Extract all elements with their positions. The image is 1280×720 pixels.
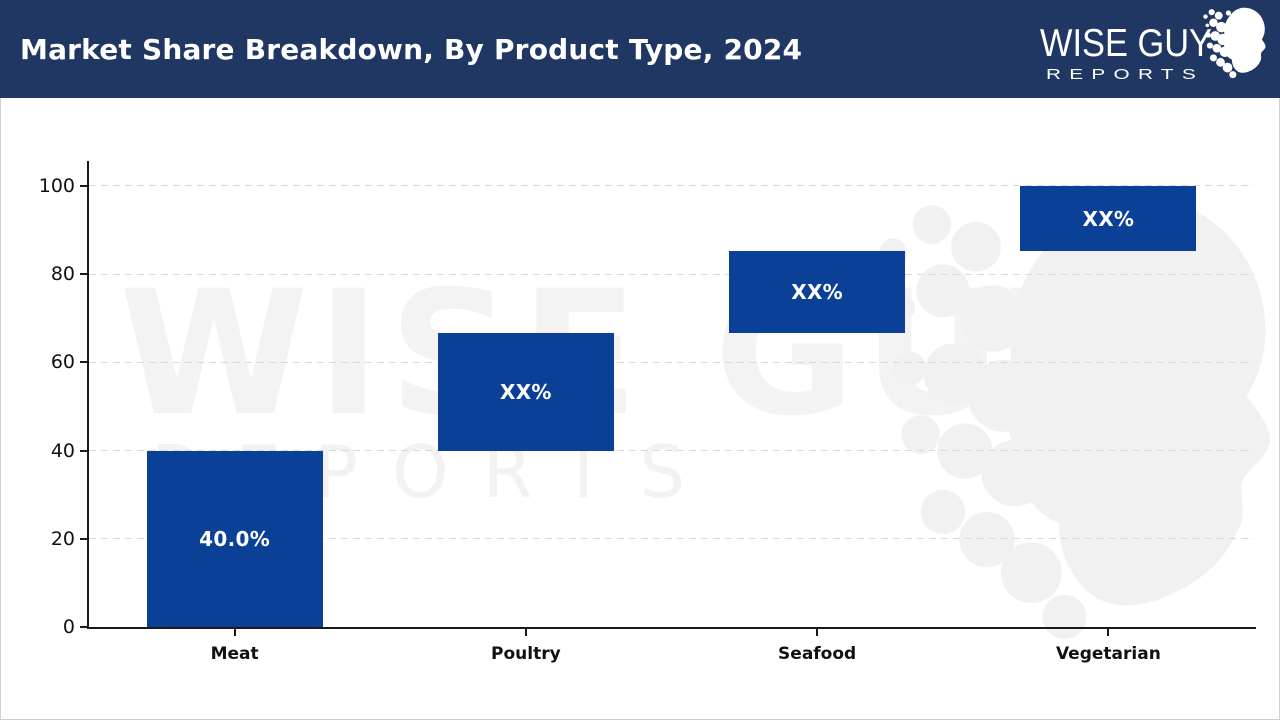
- y-tick-label: 20: [50, 527, 75, 550]
- bar-value-label: XX%: [499, 379, 552, 404]
- y-tick-mark: [80, 361, 87, 364]
- x-axis-line: [87, 627, 1256, 629]
- x-axis-label: Seafood: [778, 644, 857, 664]
- bar-poultry: XX%: [437, 332, 614, 451]
- gridline: [89, 185, 1254, 187]
- x-axis-label: Poultry: [491, 644, 561, 664]
- gridline: [89, 273, 1254, 275]
- y-tick-mark: [80, 626, 87, 628]
- logo-reports-label: REPORTS: [1046, 66, 1204, 83]
- y-axis-line: [87, 161, 89, 629]
- plot-area: 0 20 40 60 80 100 40.0% Meat XX% Poultry XX% Seafoo…: [39, 161, 1256, 664]
- y-tick-mark: [80, 273, 87, 276]
- bar-value-label: XX%: [791, 280, 844, 304]
- y-tick-label: 60: [50, 351, 75, 374]
- x-axis-label: Meat: [210, 644, 259, 664]
- x-axis-label: Vegetarian: [1055, 644, 1161, 664]
- bar-value-label: XX%: [1082, 206, 1135, 231]
- x-tick-mark: [233, 629, 236, 636]
- watermark-face-icon: [879, 196, 1270, 640]
- y-tick-label: 40: [50, 439, 75, 462]
- gridline: [89, 538, 1254, 540]
- bar-value-label: 40.0%: [199, 526, 271, 551]
- y-tick-label: 100: [38, 174, 75, 197]
- chart-canvas: WISE GUY REPORTS 0 20 40 60 80 100 40.0% Meat XX…: [0, 98, 1280, 720]
- y-tick-label: 80: [50, 263, 75, 286]
- bar-vegetarian: XX%: [1020, 185, 1197, 252]
- chart-title: Market Share Breakdown, By Product Type,…: [20, 32, 803, 66]
- x-tick-mark: [524, 629, 527, 636]
- logo-face-icon: [1203, 7, 1266, 79]
- x-tick-mark: [816, 629, 819, 636]
- logo-wordmark: WISE GUY: [1040, 22, 1212, 65]
- x-tick-mark: [1107, 629, 1110, 636]
- bar-meat: 40.0%: [146, 450, 323, 627]
- header-bar: Market Share Breakdown, By Product Type,…: [0, 0, 1280, 98]
- logo: WISE GUY REPORTS: [1040, 7, 1266, 83]
- y-tick-mark: [80, 184, 87, 187]
- bar-seafood: XX%: [729, 251, 906, 333]
- gridline: [89, 450, 1254, 452]
- y-tick-mark: [80, 537, 87, 540]
- gridline: [89, 361, 1254, 363]
- y-tick-label: 0: [62, 616, 75, 638]
- y-tick-mark: [80, 449, 87, 452]
